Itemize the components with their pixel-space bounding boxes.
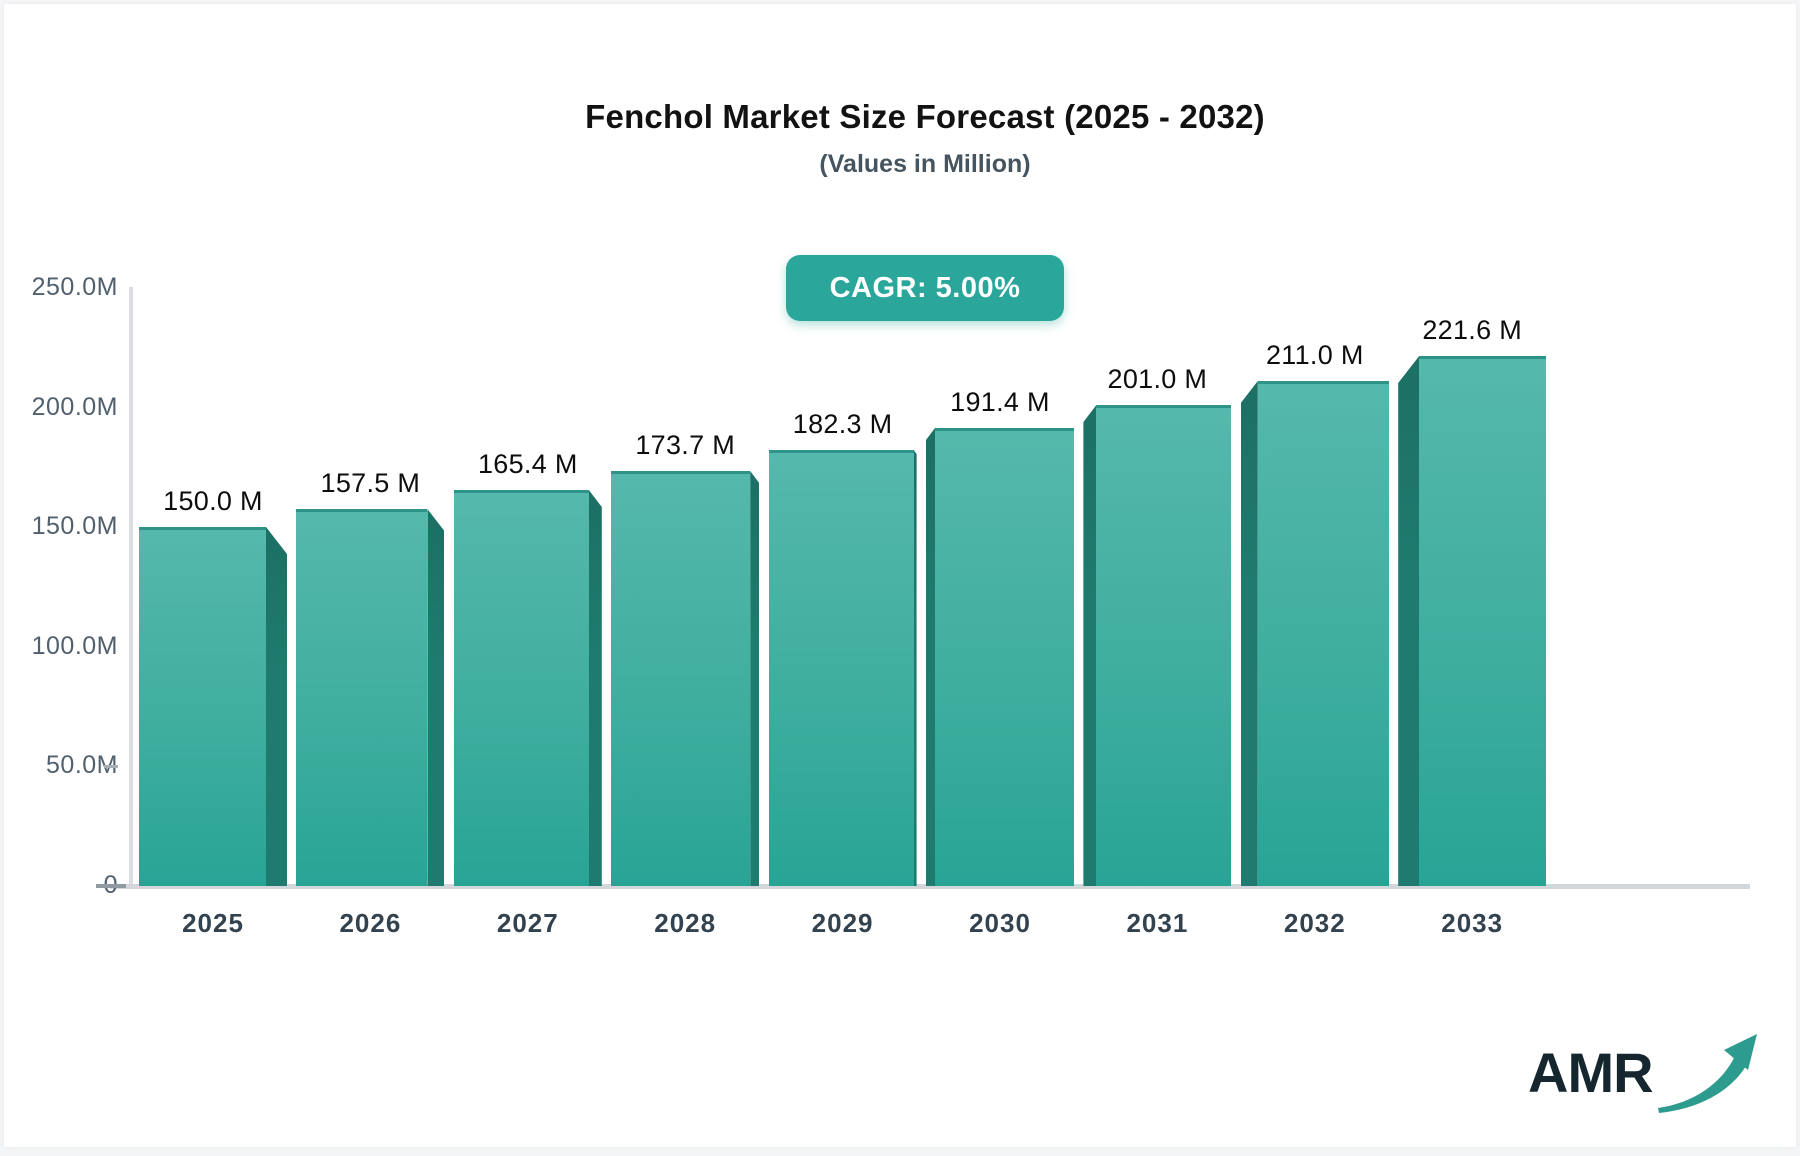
bar-value-label: 157.5 M [320, 468, 421, 498]
bar-value-label: 165.4 M [477, 449, 578, 479]
bar-2028 [611, 471, 760, 886]
x-axis-line [110, 884, 1750, 889]
chart-subtitle: (Values in Million) [819, 150, 1031, 178]
x-axis-label-2026: 2026 [339, 908, 402, 938]
bar-front-face [768, 450, 914, 886]
bar-2033 [1398, 356, 1547, 886]
bar-front-face [1096, 405, 1232, 886]
x-axis-label-2025: 2025 [182, 908, 244, 938]
bar-front-face [1419, 356, 1547, 886]
bar-side-face [1083, 405, 1097, 886]
bar-value-label: 201.0 M [1107, 364, 1208, 394]
x-axis-label-2029: 2029 [811, 908, 874, 938]
x-axis-label-2033: 2033 [1441, 908, 1504, 938]
bar-side-face [1240, 381, 1258, 886]
bar-value-label: 191.4 M [950, 387, 1050, 417]
bar-side-face [266, 527, 287, 886]
bar-front-face [611, 471, 751, 886]
bar-2032 [1240, 381, 1389, 886]
x-axis-label-2028: 2028 [654, 908, 717, 938]
x-axis-label-2032: 2032 [1283, 908, 1346, 938]
bar-value-label: 221.6 M [1422, 315, 1523, 345]
bar-side-face [427, 509, 445, 886]
y-axis-line [129, 287, 133, 888]
y-axis-tick-label: 200.0M [31, 392, 118, 421]
growth-arrow-icon [1658, 1034, 1757, 1113]
bar-side-face [926, 428, 935, 886]
bar-value-label: 150.0 M [163, 486, 263, 516]
bar-front-face [1257, 381, 1389, 886]
chart-title: Fenchol Market Size Forecast (2025 - 203… [585, 98, 1265, 135]
amr-logo: AMR [1528, 1032, 1758, 1122]
y-axis-tick-label: 150.0M [31, 512, 118, 541]
bar-2031 [1083, 405, 1232, 886]
bar-value-label: 173.7 M [635, 430, 736, 460]
bar-front-face [139, 527, 266, 886]
bar-side-face [1398, 356, 1420, 886]
bar-front-face [935, 428, 1074, 886]
amr-logo-text: AMR [1528, 1041, 1654, 1104]
y-axis-tick-mark [96, 884, 126, 888]
bar-2030 [926, 428, 1074, 886]
bar-side-face [750, 471, 760, 886]
x-axis-label-2027: 2027 [496, 908, 559, 938]
bar-front-face [296, 509, 428, 886]
y-axis-tick-label: 50.0M [46, 751, 118, 780]
bar-2029 [768, 450, 917, 886]
bar-side-face [913, 450, 917, 886]
x-axis-label-2031: 2031 [1126, 908, 1189, 938]
y-axis-tick-mark [104, 765, 118, 769]
bar-front-face [453, 490, 589, 886]
x-axis-label-2030: 2030 [969, 908, 1031, 938]
bar-2027 [453, 490, 602, 886]
cagr-badge: CAGR: 5.00% [786, 255, 1064, 321]
y-axis-tick-label: 250.0M [31, 273, 118, 301]
cagr-badge-label: CAGR: 5.00% [829, 271, 1021, 304]
y-axis-tick-label: 100.0M [31, 631, 118, 660]
chart-card: Fenchol Market Size Forecast (2025 - 203… [4, 4, 1796, 1147]
bar-value-label: 211.0 M [1265, 340, 1364, 370]
bar-2025 [139, 527, 287, 886]
bar-value-label: 182.3 M [792, 409, 893, 439]
bar-2026 [296, 509, 445, 886]
bar-side-face [588, 490, 602, 886]
